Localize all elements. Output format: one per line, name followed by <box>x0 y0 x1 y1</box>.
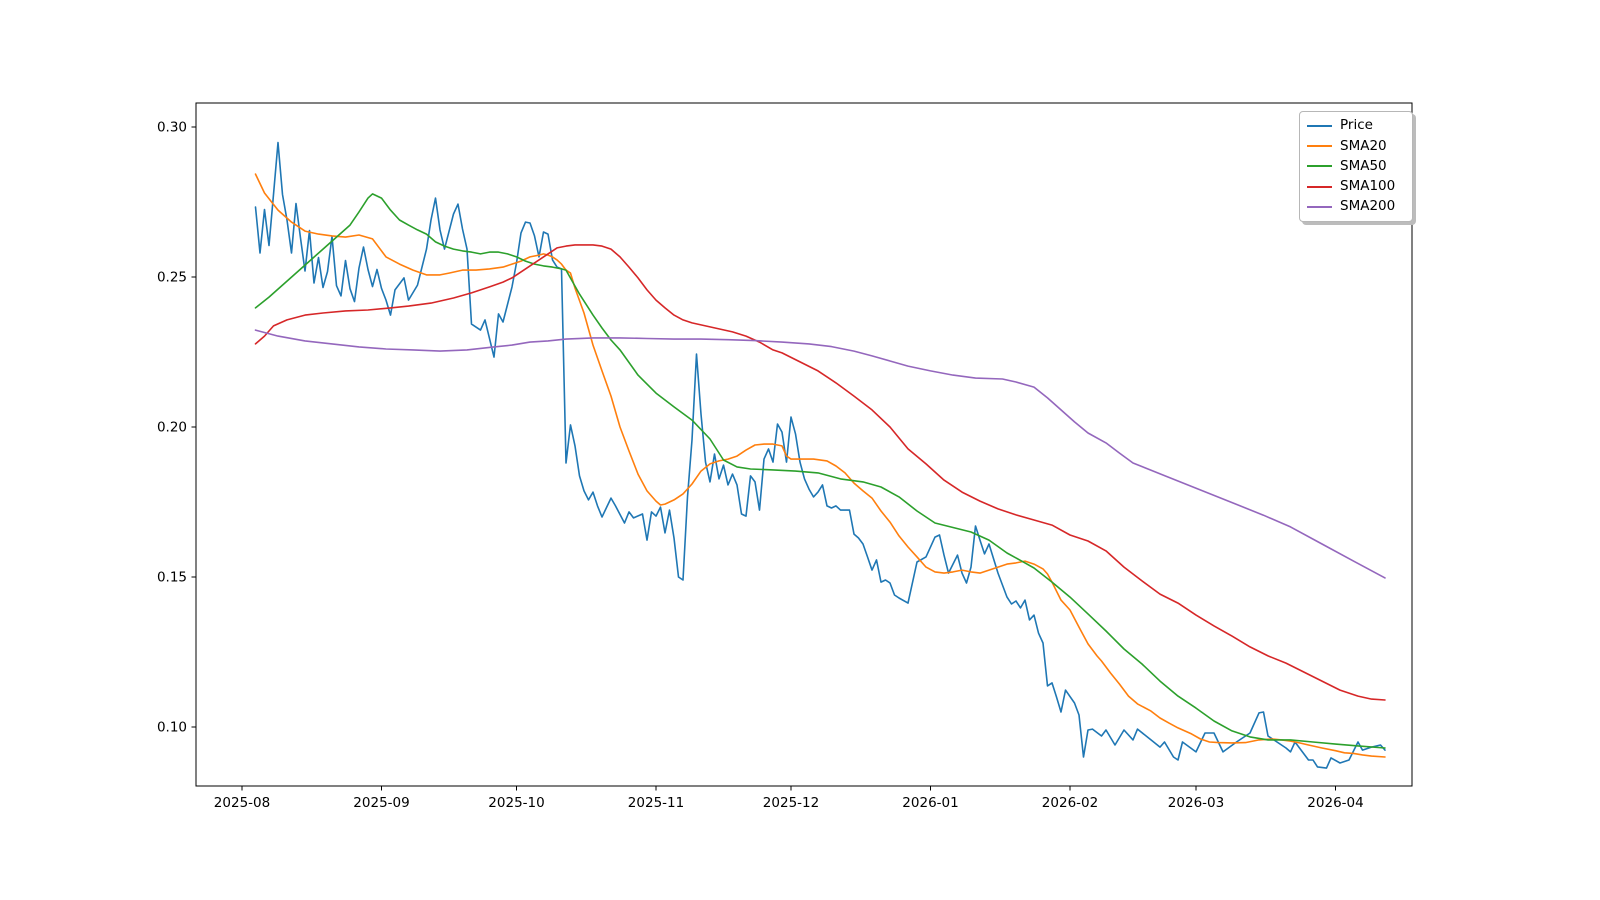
y-tick-label: 0.10 <box>157 720 187 736</box>
price-line-sample <box>1307 125 1332 128</box>
legend-row-sma100: SMA100 <box>1307 177 1406 197</box>
legend-label-sma100: SMA100 <box>1340 177 1396 194</box>
x-tick-label: 2025-08 <box>214 795 270 811</box>
x-tick-label: 2025-09 <box>353 795 409 811</box>
legend: Price SMA20 SMA50 SMA100 SMA200 <box>1299 111 1413 222</box>
sma200-line-sample <box>1307 205 1332 208</box>
x-tick-label: 2026-01 <box>902 795 958 811</box>
sma100-line-sample <box>1307 185 1332 188</box>
sma50-line-sample <box>1307 165 1332 168</box>
plot-spines <box>195 102 1413 787</box>
y-tick-label: 0.25 <box>157 270 187 286</box>
x-tick-label: 2025-11 <box>628 795 684 811</box>
legend-row-sma200: SMA200 <box>1307 197 1406 217</box>
x-tick-label: 2026-02 <box>1042 795 1098 811</box>
sma20-line <box>254 173 1386 758</box>
y-tick-label: 0.30 <box>157 120 187 136</box>
x-tick-label: 2025-12 <box>763 795 819 811</box>
x-tick-label: 2025-10 <box>488 795 544 811</box>
sma50-line <box>254 193 1386 749</box>
legend-label-sma200: SMA200 <box>1340 198 1396 215</box>
legend-label-sma50: SMA50 <box>1340 157 1387 174</box>
y-tick-label: 0.20 <box>157 420 187 436</box>
legend-label-price: Price <box>1340 117 1373 134</box>
legend-label-sma20: SMA20 <box>1340 137 1387 154</box>
legend-row-price: Price <box>1307 116 1406 136</box>
y-tick-label: 0.15 <box>157 570 187 586</box>
legend-row-sma50: SMA50 <box>1307 156 1406 176</box>
price-line <box>254 141 1386 769</box>
x-tick-label: 2026-03 <box>1168 795 1224 811</box>
sma200-line <box>254 329 1386 579</box>
x-tick-label: 2026-04 <box>1307 795 1363 811</box>
sma20-line-sample <box>1307 145 1332 148</box>
sma100-line <box>254 244 1386 701</box>
legend-row-sma20: SMA20 <box>1307 136 1406 156</box>
